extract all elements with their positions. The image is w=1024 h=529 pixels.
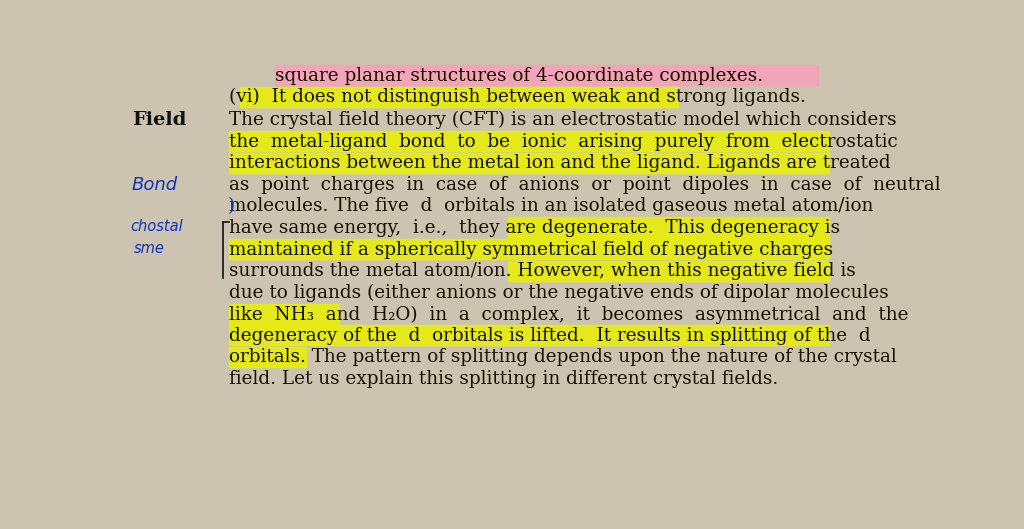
Text: have same energy,  i.e.,  they are degenerate.  This degeneracy is: have same energy, i.e., they are degener…: [228, 219, 840, 237]
Text: orbitals. The pattern of splitting depends upon the nature of the crystal: orbitals. The pattern of splitting depen…: [228, 349, 896, 367]
Text: ): ): [227, 197, 234, 215]
Bar: [228, 347, 306, 367]
Bar: [228, 325, 829, 345]
Text: maintained if a spherically symmetrical field of negative charges: maintained if a spherically symmetrical …: [228, 241, 833, 259]
Text: degeneracy of the  d  orbitals is lifted.  It results in splitting of the  d: degeneracy of the d orbitals is lifted. …: [228, 327, 870, 345]
Text: as  point  charges  in  case  of  anions  or  point  dipoles  in  case  of  neut: as point charges in case of anions or po…: [228, 176, 940, 194]
Text: surrounds the metal atom/ion. However, when this negative field is: surrounds the metal atom/ion. However, w…: [228, 262, 855, 280]
Text: The crystal field theory (CFT) is an electrostatic model which considers: The crystal field theory (CFT) is an ele…: [228, 111, 896, 130]
Text: like  NH₃  and  H₂O)  in  a  complex,  it  becomes  asymmetrical  and  the: like NH₃ and H₂O) in a complex, it becom…: [228, 305, 908, 324]
Text: interactions between the metal ion and the ligand. Ligands are treated: interactions between the metal ion and t…: [228, 154, 891, 172]
Bar: [228, 304, 339, 324]
Text: (vi)  It does not distinguish between weak and strong ligands.: (vi) It does not distinguish between wea…: [228, 88, 806, 106]
Text: Bond: Bond: [132, 176, 178, 194]
Text: molecules. The five  d  orbitals in an isolated gaseous metal atom/ion: molecules. The five d orbitals in an iso…: [228, 197, 873, 215]
Text: sme: sme: [134, 241, 165, 256]
Text: Field: Field: [132, 111, 186, 129]
Text: chostal: chostal: [130, 219, 183, 234]
Bar: [228, 239, 829, 259]
Bar: [241, 87, 678, 107]
Text: field. Let us explain this splitting in different crystal fields.: field. Let us explain this splitting in …: [228, 370, 778, 388]
Bar: [275, 65, 818, 85]
Bar: [508, 261, 829, 280]
Bar: [228, 131, 829, 151]
Bar: [508, 217, 829, 238]
Text: square planar structures of 4-coordinate complexes.: square planar structures of 4-coordinate…: [275, 67, 763, 85]
Bar: [228, 153, 829, 173]
Text: the  metal-ligand  bond  to  be  ionic  arising  purely  from  electrostatic: the metal-ligand bond to be ionic arisin…: [228, 133, 897, 151]
Text: due to ligands (either anions or the negative ends of dipolar molecules: due to ligands (either anions or the neg…: [228, 284, 889, 302]
